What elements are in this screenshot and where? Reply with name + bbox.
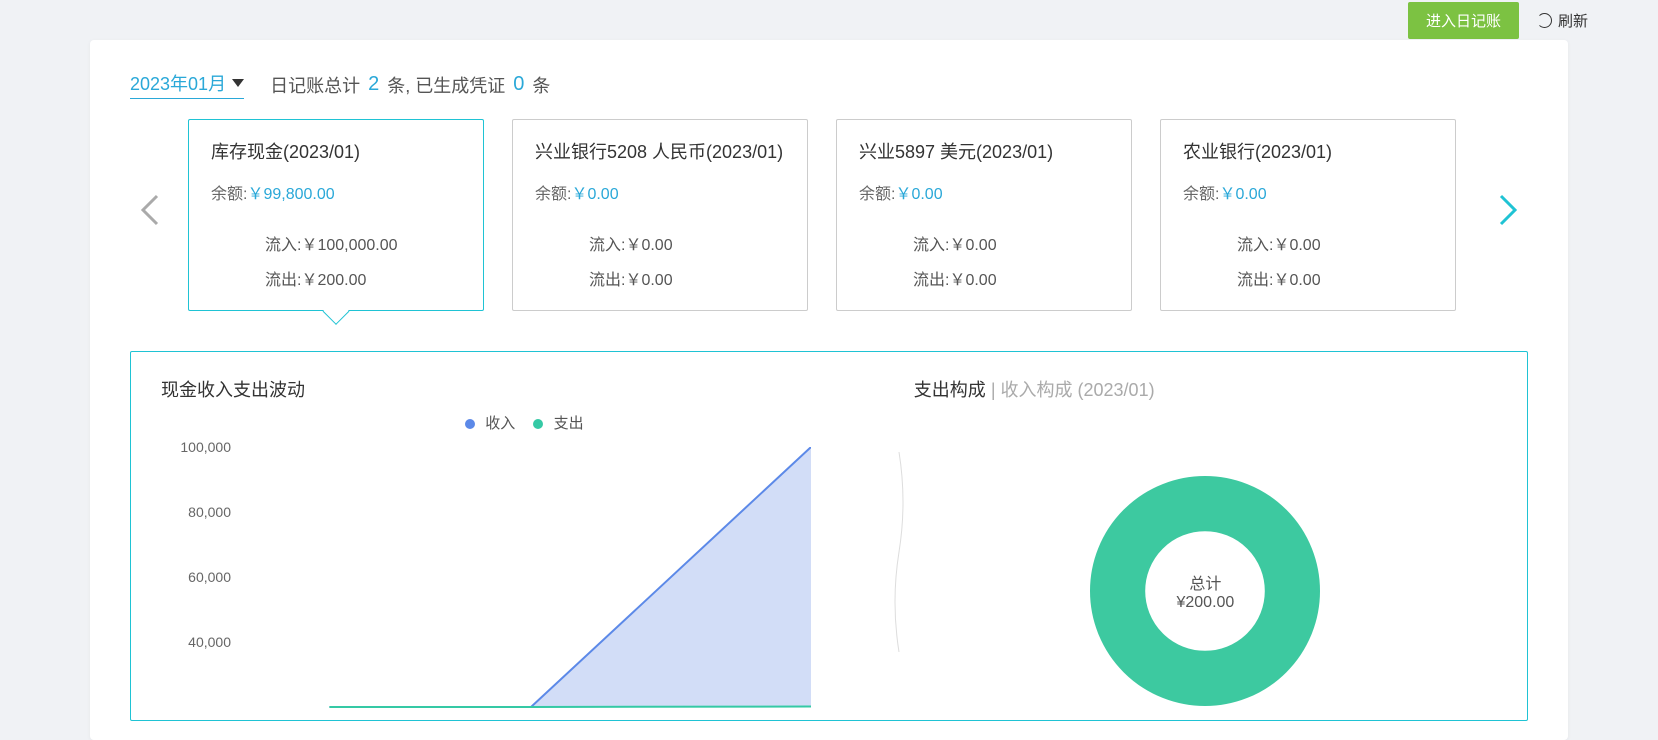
account-inflow: 流入:￥0.00	[1183, 228, 1433, 263]
accounts-carousel: 库存现金(2023/01) 余额:￥99,800.00 流入:￥100,000.00…	[130, 119, 1528, 311]
chevron-down-icon	[232, 79, 244, 87]
account-card[interactable]: 库存现金(2023/01) 余额:￥99,800.00 流入:￥100,000.00…	[188, 119, 484, 311]
account-title: 兴业5897 美元(2023/01)	[859, 138, 1109, 164]
line-chart-title: 现金收入支出波动	[161, 376, 874, 402]
summary-mid: 条, 已生成凭证	[387, 72, 505, 98]
account-balance: 余额:￥0.00	[535, 180, 785, 204]
charts-panel: 现金收入支出波动 收入 支出 100,000 80,000 60,000 40,000…	[130, 351, 1528, 721]
y-axis-tick: 60,000	[161, 569, 231, 585]
donut-chart-canvas: 总计¥200.00	[1090, 476, 1320, 706]
legend-expense-dot	[533, 419, 543, 429]
carousel-next-button[interactable]	[1488, 192, 1528, 238]
account-outflow: 流出:￥0.00	[1183, 263, 1433, 298]
summary-bar: 2023年01月 日记账总计 2 条, 已生成凭证 0 条	[130, 70, 1528, 99]
donut-title-active[interactable]: 支出构成	[914, 380, 986, 400]
line-chart-canvas: 100,00080,00060,00040,000	[161, 447, 874, 707]
account-card[interactable]: 农业银行(2023/01) 余额:￥0.00 流入:￥0.00流出:￥0.00	[1160, 119, 1456, 311]
donut-title-inactive[interactable]: 收入构成	[1001, 380, 1073, 400]
account-title: 农业银行(2023/01)	[1183, 138, 1433, 164]
legend-expense-label: 支出	[554, 415, 584, 432]
refresh-label: 刷新	[1558, 10, 1588, 31]
enter-journal-button[interactable]: 进入日记账	[1408, 2, 1519, 39]
y-axis-tick: 40,000	[161, 634, 231, 650]
month-selector[interactable]: 2023年01月	[130, 70, 244, 99]
refresh-icon	[1537, 13, 1552, 28]
account-inflow: 流入:￥0.00	[535, 228, 785, 263]
donut-title-period: (2023/01)	[1078, 380, 1155, 400]
summary-suffix: 条	[532, 72, 550, 98]
chart-divider	[889, 452, 909, 652]
account-outflow: 流出:￥0.00	[859, 263, 1109, 298]
account-balance: 余额:￥0.00	[859, 180, 1109, 204]
line-chart-legend: 收入 支出	[161, 412, 874, 433]
account-title: 兴业银行5208 人民币(2023/01)	[535, 138, 785, 164]
account-balance: 余额:￥0.00	[1183, 180, 1433, 204]
carousel-prev-button[interactable]	[130, 192, 170, 238]
refresh-button[interactable]: 刷新	[1537, 10, 1588, 31]
line-chart-section: 现金收入支出波动 收入 支出 100,000 80,000 60,000 40,000	[161, 376, 874, 696]
journal-count: 2	[368, 73, 379, 96]
donut-chart-title: 支出构成 | 收入构成 (2023/01)	[914, 376, 1497, 402]
y-axis-tick: 100,000	[161, 439, 231, 455]
donut-center-label: 总计¥200.00	[1145, 570, 1265, 612]
account-outflow: 流出:￥200.00	[211, 263, 461, 298]
donut-chart-section: 支出构成 | 收入构成 (2023/01) 总计¥200.00	[914, 376, 1497, 696]
account-card[interactable]: 兴业5897 美元(2023/01) 余额:￥0.00 流入:￥0.00流出:￥0.…	[836, 119, 1132, 311]
account-inflow: 流入:￥0.00	[859, 228, 1109, 263]
account-outflow: 流出:￥0.00	[535, 263, 785, 298]
account-inflow: 流入:￥100,000.00	[211, 228, 461, 263]
account-card[interactable]: 兴业银行5208 人民币(2023/01) 余额:￥0.00 流入:￥0.00流出:…	[512, 119, 808, 311]
account-balance: 余额:￥99,800.00	[211, 180, 461, 204]
month-label: 2023年01月	[130, 70, 226, 96]
legend-income-label: 收入	[485, 415, 515, 432]
account-title: 库存现金(2023/01)	[211, 138, 461, 164]
y-axis-tick: 80,000	[161, 504, 231, 520]
summary-prefix: 日记账总计	[270, 72, 360, 98]
voucher-count: 0	[513, 73, 524, 96]
main-panel: 2023年01月 日记账总计 2 条, 已生成凭证 0 条 库存现金(2023/…	[90, 40, 1568, 740]
legend-income-dot	[465, 419, 475, 429]
